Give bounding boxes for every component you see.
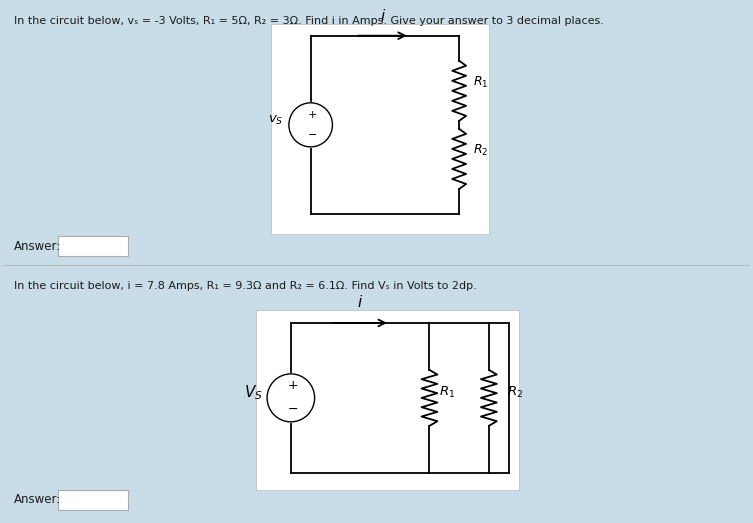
Text: $v_S$: $v_S$ [267, 115, 283, 128]
Circle shape [289, 103, 332, 147]
Text: $V_S$: $V_S$ [244, 383, 263, 402]
Bar [58, 490, 127, 510]
Text: $R_1$: $R_1$ [473, 75, 489, 90]
Text: $i$: $i$ [380, 8, 386, 24]
Text: +: + [308, 110, 317, 120]
Bar [256, 310, 519, 490]
Text: −: − [308, 130, 317, 140]
Circle shape [267, 374, 315, 422]
Text: Answer:: Answer: [14, 240, 61, 253]
Text: In the circuit below, i = 7.8 Amps, R₁ = 9.3Ω and R₂ = 6.1Ω. Find Vₛ in Volts to: In the circuit below, i = 7.8 Amps, R₁ =… [14, 281, 477, 291]
Text: +: + [288, 379, 298, 392]
Text: Answer:: Answer: [14, 493, 61, 506]
Text: $R_2$: $R_2$ [473, 143, 488, 158]
Text: In the circuit below, vₛ = -3 Volts, R₁ = 5Ω, R₂ = 3Ω. Find i in Amps. Give your: In the circuit below, vₛ = -3 Volts, R₁ … [14, 16, 604, 26]
Bar [271, 24, 489, 234]
Bar [58, 236, 127, 256]
Text: −: − [288, 403, 298, 416]
Text: $i$: $i$ [357, 294, 363, 310]
Text: $R_1$: $R_1$ [439, 385, 456, 401]
Text: $R_2$: $R_2$ [507, 385, 523, 401]
